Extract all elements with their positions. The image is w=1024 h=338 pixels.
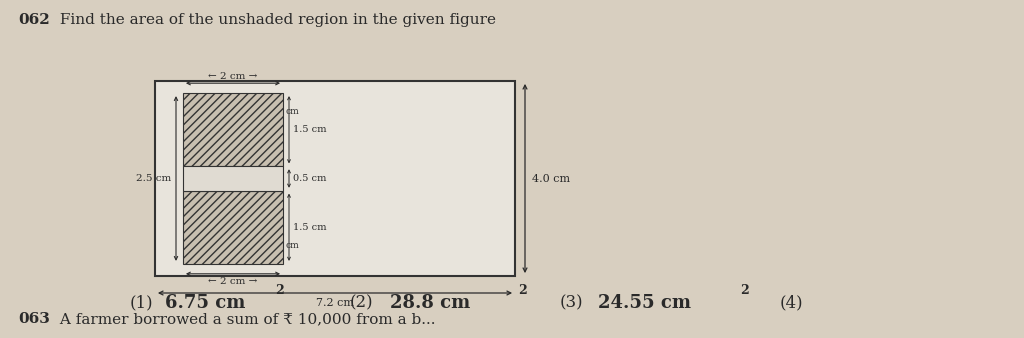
- Text: Find the area of the unshaded region in the given figure: Find the area of the unshaded region in …: [55, 13, 496, 27]
- Text: 1.5 cm: 1.5 cm: [293, 223, 327, 232]
- Text: 1.5 cm: 1.5 cm: [293, 125, 327, 134]
- Bar: [183, 93, 283, 166]
- Text: 2: 2: [275, 285, 284, 297]
- Text: 4.0 cm: 4.0 cm: [532, 173, 570, 184]
- Bar: [155, 81, 515, 276]
- Text: 2: 2: [740, 285, 749, 297]
- Text: 063: 063: [18, 312, 50, 326]
- Text: ← 2 cm →: ← 2 cm →: [208, 277, 258, 286]
- Text: 24.55 cm: 24.55 cm: [598, 294, 691, 312]
- Text: (4): (4): [780, 294, 804, 312]
- Text: cm: cm: [286, 241, 300, 250]
- Text: 7.2 cm: 7.2 cm: [316, 298, 354, 308]
- Text: A farmer borrowed a sum of ₹ 10,000 from a b...: A farmer borrowed a sum of ₹ 10,000 from…: [55, 312, 435, 326]
- Text: (3): (3): [560, 294, 584, 312]
- Text: (2): (2): [350, 294, 374, 312]
- Text: 2.5 cm: 2.5 cm: [136, 174, 171, 183]
- Bar: [183, 166, 283, 191]
- Text: 0.5 cm: 0.5 cm: [293, 174, 327, 183]
- Text: (1): (1): [130, 294, 154, 312]
- Text: ← 2 cm →: ← 2 cm →: [208, 72, 258, 81]
- Bar: [183, 191, 283, 264]
- Text: 6.75 cm: 6.75 cm: [165, 294, 246, 312]
- Text: 28.8 cm: 28.8 cm: [390, 294, 470, 312]
- Text: 2: 2: [518, 285, 526, 297]
- Text: cm: cm: [286, 107, 300, 116]
- Text: 062: 062: [18, 13, 50, 27]
